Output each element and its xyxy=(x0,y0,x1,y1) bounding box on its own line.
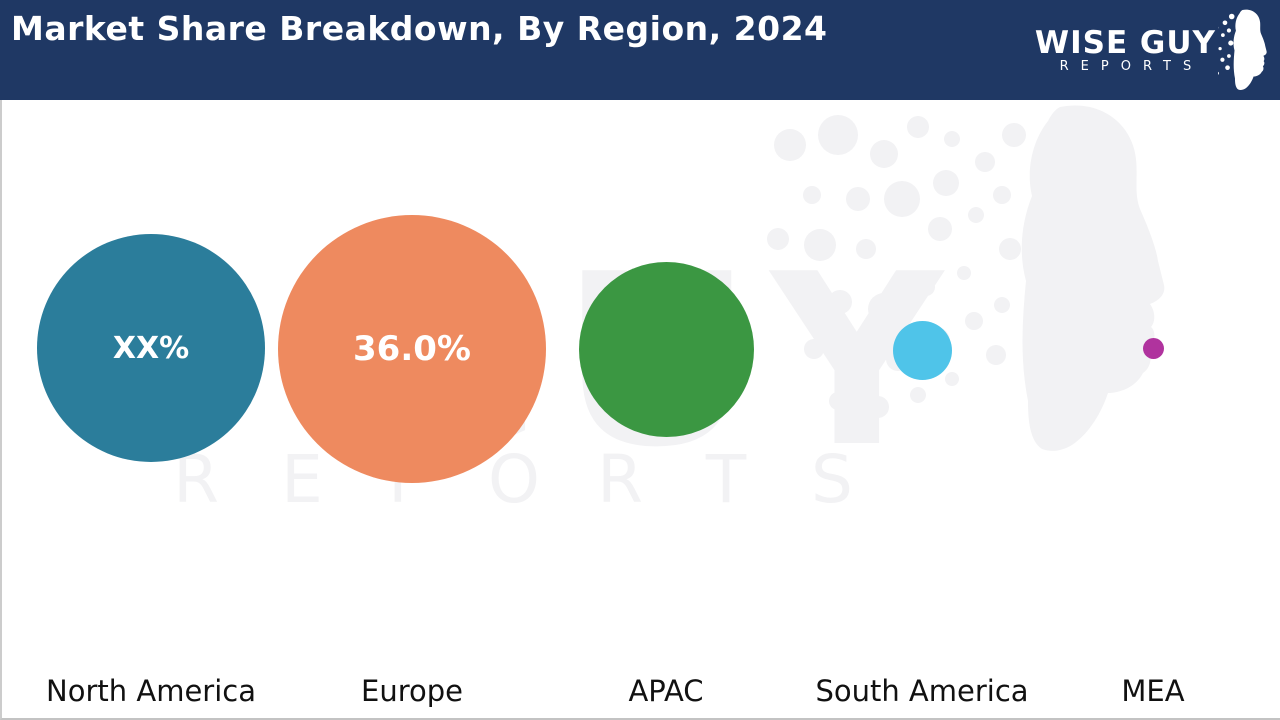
bubble-value-label: XX% xyxy=(112,330,190,366)
category-label-europe: Europe xyxy=(361,674,463,708)
brand-logo: WISE GUY REPORTS xyxy=(1035,0,1268,100)
bubble-south-america xyxy=(892,320,952,380)
page-title: Market Share Breakdown, By Region, 2024 xyxy=(11,9,828,48)
bubble-apac xyxy=(578,261,754,437)
brand-logo-text: WISE GUY REPORTS xyxy=(1035,27,1216,74)
bubble-north-america: XX% xyxy=(37,234,265,462)
bubble-value-label: 36.0% xyxy=(353,329,471,369)
category-label-south-america: South America xyxy=(815,674,1029,708)
bubble-mea xyxy=(1142,337,1164,359)
brand-subtitle: REPORTS xyxy=(1059,58,1204,74)
category-label-north-america: North America xyxy=(46,674,256,708)
category-label-mea: MEA xyxy=(1121,674,1185,708)
bubble-europe: 36.0% xyxy=(278,215,546,483)
wiseguy-head-icon xyxy=(1218,9,1267,90)
category-label-apac: APAC xyxy=(628,674,704,708)
brand-name: WISE GUY xyxy=(1034,24,1216,61)
header-bar: Market Share Breakdown, By Region, 2024 … xyxy=(0,0,1280,100)
